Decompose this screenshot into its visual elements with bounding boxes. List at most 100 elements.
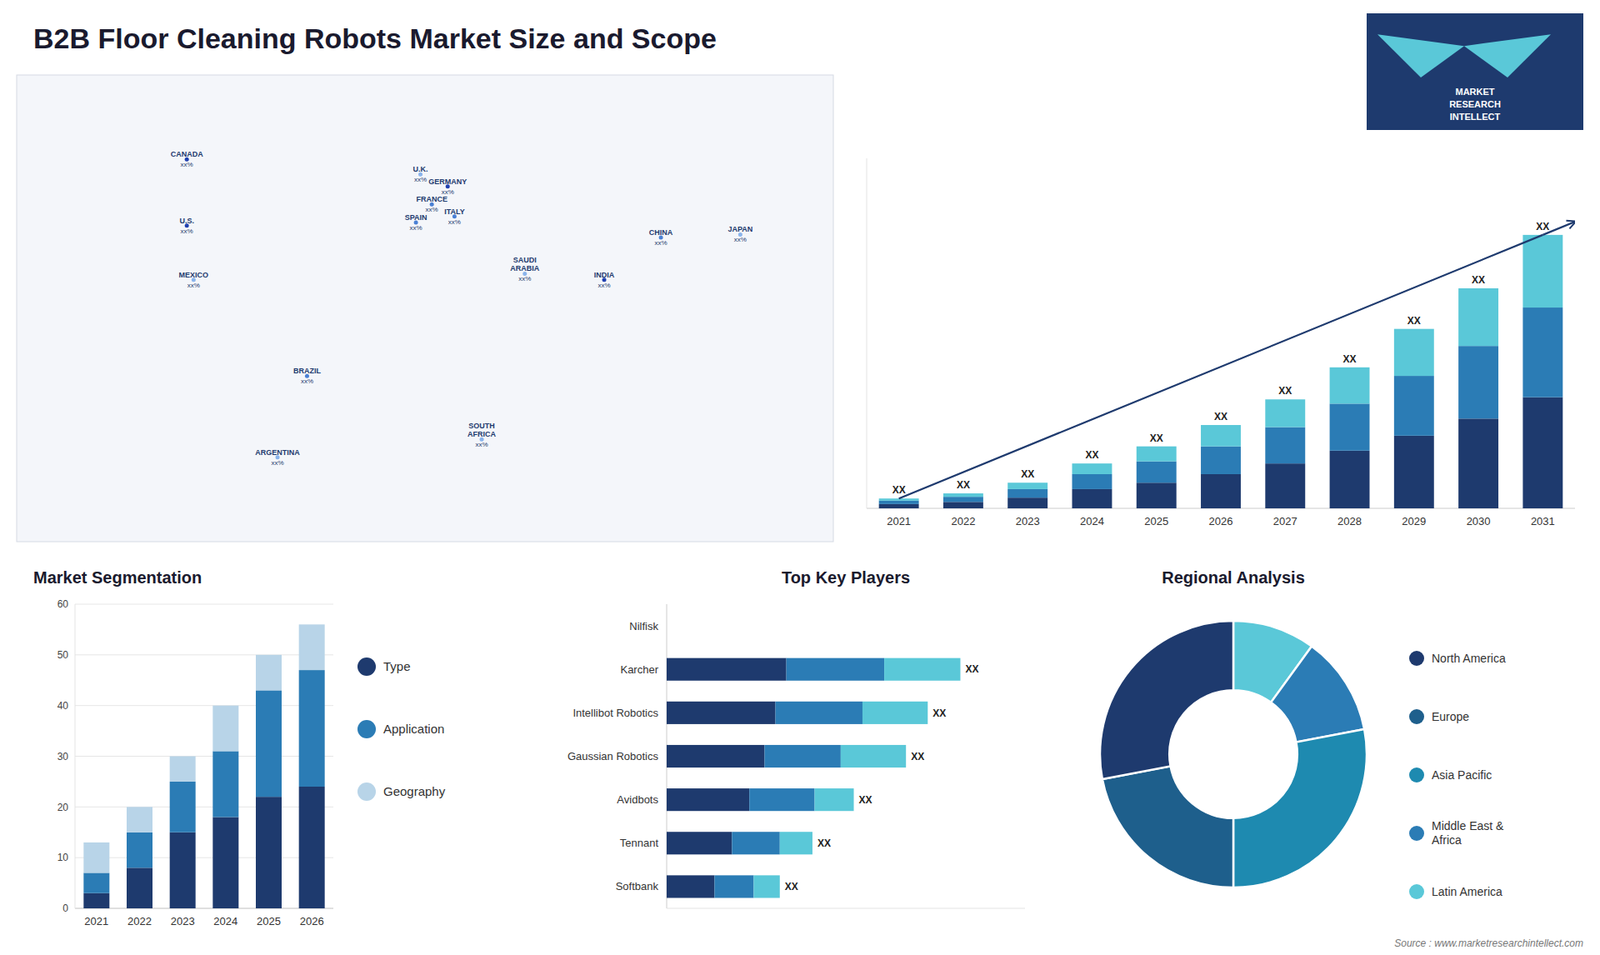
bar-annotation: XX: [1343, 353, 1357, 365]
text-line: Europe: [1431, 710, 1470, 724]
bar-segment: [212, 817, 239, 910]
bar-segment: [666, 615, 668, 638]
bar-segment: [1072, 489, 1113, 509]
bar-segment: [1458, 345, 1499, 419]
map-points: [185, 157, 743, 460]
category-label: 2021: [886, 515, 911, 528]
text-line: Latin America: [1431, 885, 1503, 899]
bar-segment: [840, 745, 906, 768]
legend-swatch: [1409, 650, 1425, 666]
country-label: SAUDIARABIA: [510, 255, 540, 273]
bar-annotation: XX: [1214, 410, 1228, 423]
text-line: Middle East &: [1431, 819, 1505, 833]
axes: 2021202220232024202520262027202820292030…: [866, 158, 1575, 528]
bar-segment: [1522, 235, 1563, 308]
category-label: Tennant: [620, 836, 660, 850]
donut-slice: [1100, 620, 1234, 780]
bar-segment: [666, 875, 715, 898]
bar-segment: [879, 498, 920, 501]
logo-text: MARKET: [1455, 86, 1495, 97]
country-label: U.S.: [179, 216, 195, 225]
category-label: 2026: [300, 915, 325, 928]
legend-label: Europe: [1431, 710, 1470, 724]
bar-annotation: XX: [1278, 385, 1292, 397]
chart-title: Regional Analysis: [1161, 568, 1305, 587]
bar-segment: [255, 796, 282, 909]
text-line: SAUDI: [513, 255, 537, 265]
bar-annotation: XX: [892, 484, 906, 496]
country-label: INDIA: [594, 270, 615, 280]
legend-swatch: [357, 657, 376, 676]
infographic: B2B Floor Cleaning Robots Market Size an…: [0, 0, 1600, 955]
bar-annotation: XX: [965, 663, 979, 675]
bar-annotation: XX: [1535, 220, 1550, 233]
tick-label: 50: [57, 649, 70, 661]
bar-segment: [943, 493, 984, 497]
bar-segment: [1330, 450, 1370, 509]
legend: North America Europe Asia Pacific Middle Ea…: [1409, 650, 1506, 900]
text-line: ITALY: [444, 207, 465, 216]
bar-segment: [255, 655, 282, 691]
legend-label: Asia Pacific: [1431, 768, 1492, 782]
country-label: ITALY: [444, 207, 465, 216]
bar-segment: [775, 701, 863, 725]
donut-slice: [1270, 646, 1365, 743]
text-line: ARABIA: [510, 264, 540, 273]
grid-line: [75, 654, 334, 655]
bar-segment: [666, 658, 787, 681]
category-label: 2024: [1080, 515, 1105, 528]
legend-label: Middle East &Africa: [1431, 819, 1505, 847]
legend-label: Latin America: [1431, 885, 1503, 899]
bar-segment: [83, 842, 110, 874]
text-line: North America: [1431, 651, 1506, 665]
tick-label: 10: [57, 851, 70, 864]
bar-segment: [1007, 482, 1048, 490]
axes: NilfiskKarcherIntellibot RoboticsGaussia…: [567, 604, 1025, 909]
page-title: B2B Floor Cleaning Robots Market Size an…: [33, 22, 717, 55]
text-line: FRANCE: [415, 195, 448, 204]
grid-line: [75, 705, 334, 706]
trend-line: [899, 235, 1544, 499]
bar-segment: [753, 875, 780, 898]
bar-segment: [1265, 427, 1305, 465]
country-value: xx%: [414, 175, 427, 184]
country-value: xx%: [187, 281, 200, 290]
bar-segment: [170, 832, 196, 909]
tick-label: 40: [57, 700, 70, 712]
category-label: 2021: [84, 915, 109, 928]
legend-swatch: [1409, 709, 1425, 725]
bar-segment: [815, 788, 855, 811]
bar-annotation: XX: [932, 707, 946, 720]
bar-segment: [714, 875, 754, 898]
bar-segment: [1007, 489, 1048, 498]
category-label: 2024: [213, 915, 238, 928]
bar-segment: [299, 670, 325, 787]
category-label: 2029: [1401, 515, 1426, 528]
grid-line: [75, 857, 334, 859]
bar-segment: [126, 867, 153, 909]
category-label: 2022: [127, 915, 152, 928]
country-value: xx%: [425, 205, 439, 214]
bar-segment: [1200, 425, 1241, 447]
country-value: xx%: [441, 188, 455, 196]
category-label: Gaussian Robotics: [567, 750, 660, 763]
bar-segment: [1072, 474, 1113, 490]
category-label: 2025: [256, 915, 281, 928]
grid-line: [75, 806, 334, 808]
country-label: FRANCE: [415, 195, 448, 204]
legend-label: North America: [1431, 651, 1506, 665]
bar-segment: [862, 701, 928, 725]
bars: [879, 221, 1575, 509]
tick-label: 20: [57, 801, 70, 814]
logo-box: [1366, 13, 1584, 130]
legend-label: Application: [383, 721, 445, 736]
category-label: 2025: [1144, 515, 1169, 528]
chart-title: Top Key Players: [781, 568, 910, 587]
bar-annotation: XX: [817, 837, 831, 850]
category-label: 2028: [1337, 515, 1362, 528]
bar-annotation: XX: [1150, 432, 1164, 445]
bar-segment: [1136, 446, 1177, 462]
logo-text: INTELLECT: [1450, 111, 1501, 122]
bar-annotation: XX: [1020, 468, 1035, 480]
legend-swatch: [357, 782, 376, 801]
